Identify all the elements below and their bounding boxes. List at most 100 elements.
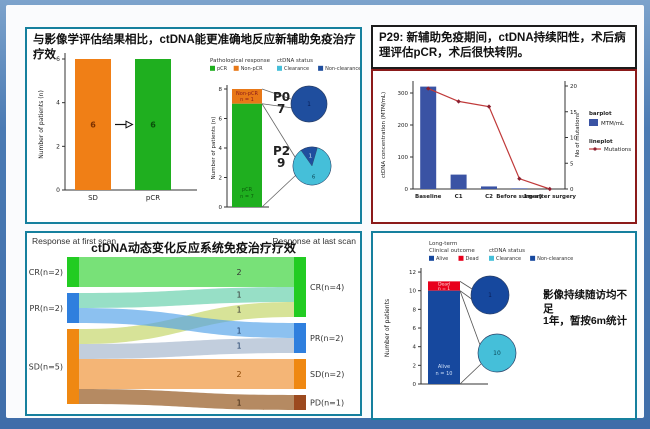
right-tick-label: 0 <box>570 187 574 193</box>
pie-connector <box>261 88 292 100</box>
outcome-legend-title: Long-term <box>429 241 457 247</box>
sankey-node-label: PR(n=2) <box>30 304 64 313</box>
outcome-legend-swatch <box>458 255 464 261</box>
ctdna-status-legend-swatch <box>489 255 494 261</box>
segment-n: n = 7 <box>240 194 254 200</box>
sankey-node-right-SD(n=2) <box>294 359 306 389</box>
sankey-flow-value: 1 <box>236 290 241 299</box>
panel-long-term-outcome: Long-term Clinical outcome Alive Dead ctDNA … <box>371 231 637 420</box>
sankey-flow-0 <box>79 257 294 287</box>
stack-segment-pCR <box>232 103 262 207</box>
path-resp-legend-item-label: pCR <box>217 66 228 72</box>
sankey-node-left-PR(n=2) <box>67 293 79 323</box>
mutations-marker <box>456 99 461 104</box>
pie-non-clearance <box>470 275 510 315</box>
annotation-p29: 9 <box>277 156 285 170</box>
bar-value-SD: 6 <box>90 121 96 130</box>
pie-pcr-slice-1 <box>292 147 332 186</box>
path-resp-legend-item-label: Non-pCR <box>241 66 263 72</box>
sankey-flow-3 <box>79 308 294 338</box>
y-tick-label: 8 <box>413 307 417 313</box>
legend-bar-label: MTM/mL <box>601 121 625 127</box>
sankey-flow-5 <box>79 359 294 389</box>
x-tick-label: C1 <box>455 194 463 200</box>
x-tick-label: Baseline <box>415 194 442 200</box>
ctdna-status-legend-title: ctDNA status <box>277 58 313 64</box>
bar-C1 <box>450 174 467 189</box>
response-sankey-chart: 2 1 1 1 1 2 1 CR(n=2) PR(n=2) SD(n=5) CR(n=4) PR(n=… <box>29 257 344 410</box>
ctdna-status-legend-item-label: Clearance <box>284 66 309 72</box>
y-tick-label: 0 <box>219 205 223 211</box>
sankey-flow-value: 1 <box>236 326 241 335</box>
left-tick-label: 300 <box>398 91 409 97</box>
annotation-p07: 7 <box>277 102 285 116</box>
bar-Before surgery <box>511 188 528 189</box>
stack-segment-Non-pCR <box>232 89 262 104</box>
panel-title-imaging-vs-ctdna: 与影像学评估结果相比，ctDNA能更准确地反应新辅助免疫治疗疗效 <box>33 34 356 61</box>
right-tick-label: 20 <box>570 84 577 90</box>
legend-line-marker <box>593 147 597 151</box>
path-resp-legend-swatch <box>210 65 215 71</box>
pie-non-clearance-value: 1 <box>488 292 492 299</box>
panel-p29-chart-box: 0 100 200 300 0 5 10 15 20 ctDNA concentration (M… <box>371 69 637 224</box>
right-axis-title: No of mutations <box>575 113 581 157</box>
segment-n: n = 10 <box>436 371 453 377</box>
y-tick-label: 6 <box>413 326 417 332</box>
sankey-flow-1 <box>79 287 294 308</box>
panel-title-sankey: ctDNA动态变化反应系统免疫治疗疗效 <box>91 241 296 255</box>
sankey-flow-value: 1 <box>236 305 241 314</box>
right-tick-label: 15 <box>570 110 577 116</box>
segment-label: Alive <box>438 364 450 370</box>
bar-Baseline <box>420 86 437 189</box>
pie-connector <box>459 281 473 290</box>
segment-label: Non-pCR <box>236 91 258 97</box>
y-tick-label: 4 <box>413 345 417 351</box>
annotation-p07: P0 <box>273 90 290 104</box>
y-tick-label: 6 <box>56 56 60 63</box>
y-axis-title: Number of patients (n) <box>211 117 217 180</box>
pie-non-pcr <box>290 85 328 123</box>
ctdna-status-legend-swatch <box>318 65 324 71</box>
path-resp-legend-title: Pathological response <box>210 58 271 64</box>
legend-bar-title: barplot <box>589 111 612 117</box>
left-tick-label: 0 <box>405 187 409 193</box>
sankey-flow-value: 1 <box>236 341 241 350</box>
pie-clearance-value: 10 <box>493 350 501 357</box>
pie-connector <box>459 290 481 346</box>
sankey-node-label: PD(n=1) <box>310 399 344 408</box>
legend-line-label: Mutations <box>604 147 631 153</box>
sankey-right-axis-label: Response at last scan <box>272 236 356 246</box>
y-tick-label: 0 <box>56 187 60 194</box>
pie-connector <box>459 290 474 301</box>
outcome-legend-swatch <box>429 255 434 261</box>
panel-imaging-vs-ctdna: 与影像学评估结果相比，ctDNA能更准确地反应新辅助免疫治疗疗效 0 2 4 6 Num… <box>25 27 362 224</box>
sankey-node-label: SD(n=2) <box>310 370 344 379</box>
bar-pCR <box>135 59 171 190</box>
right-tick-label: 5 <box>570 161 574 167</box>
follow-up-note-line2: 1年，暂按6m统计 <box>543 315 628 327</box>
follow-up-note-line1: 影像持续随访均不足 <box>543 289 627 315</box>
ctdna-status-legend-swatch <box>530 255 536 261</box>
mutations-marker <box>426 86 431 91</box>
segment-n: n = 1 <box>438 286 450 292</box>
mutations-line <box>427 88 550 190</box>
ctdna-status-legend-title: ctDNA status <box>489 248 525 254</box>
pie-non-pcr-value: 1 <box>307 101 311 108</box>
ctdna-status-legend-item-label: Non-clearance <box>325 66 360 72</box>
x-tick-label: pCR <box>146 194 160 202</box>
bar-C2 <box>481 186 497 189</box>
between-bars-arrow-head <box>125 120 134 129</box>
left-axis-title: ctDNA concentration (MTM/mL) <box>381 92 387 178</box>
stack-segment-Dead <box>428 281 460 291</box>
sankey-node-left-SD(n=5) <box>67 329 79 404</box>
x-tick-label: 1m after surgery <box>524 194 577 200</box>
pie-connector <box>261 103 296 158</box>
x-tick-label: C2 <box>485 194 493 200</box>
sankey-node-left-CR(n=2) <box>67 257 79 287</box>
pie-connector <box>459 363 482 385</box>
right-tick-label: 10 <box>570 136 577 142</box>
ctdna-status-legend-swatch <box>277 65 282 71</box>
sankey-node-right-PD(n=1) <box>294 395 306 410</box>
